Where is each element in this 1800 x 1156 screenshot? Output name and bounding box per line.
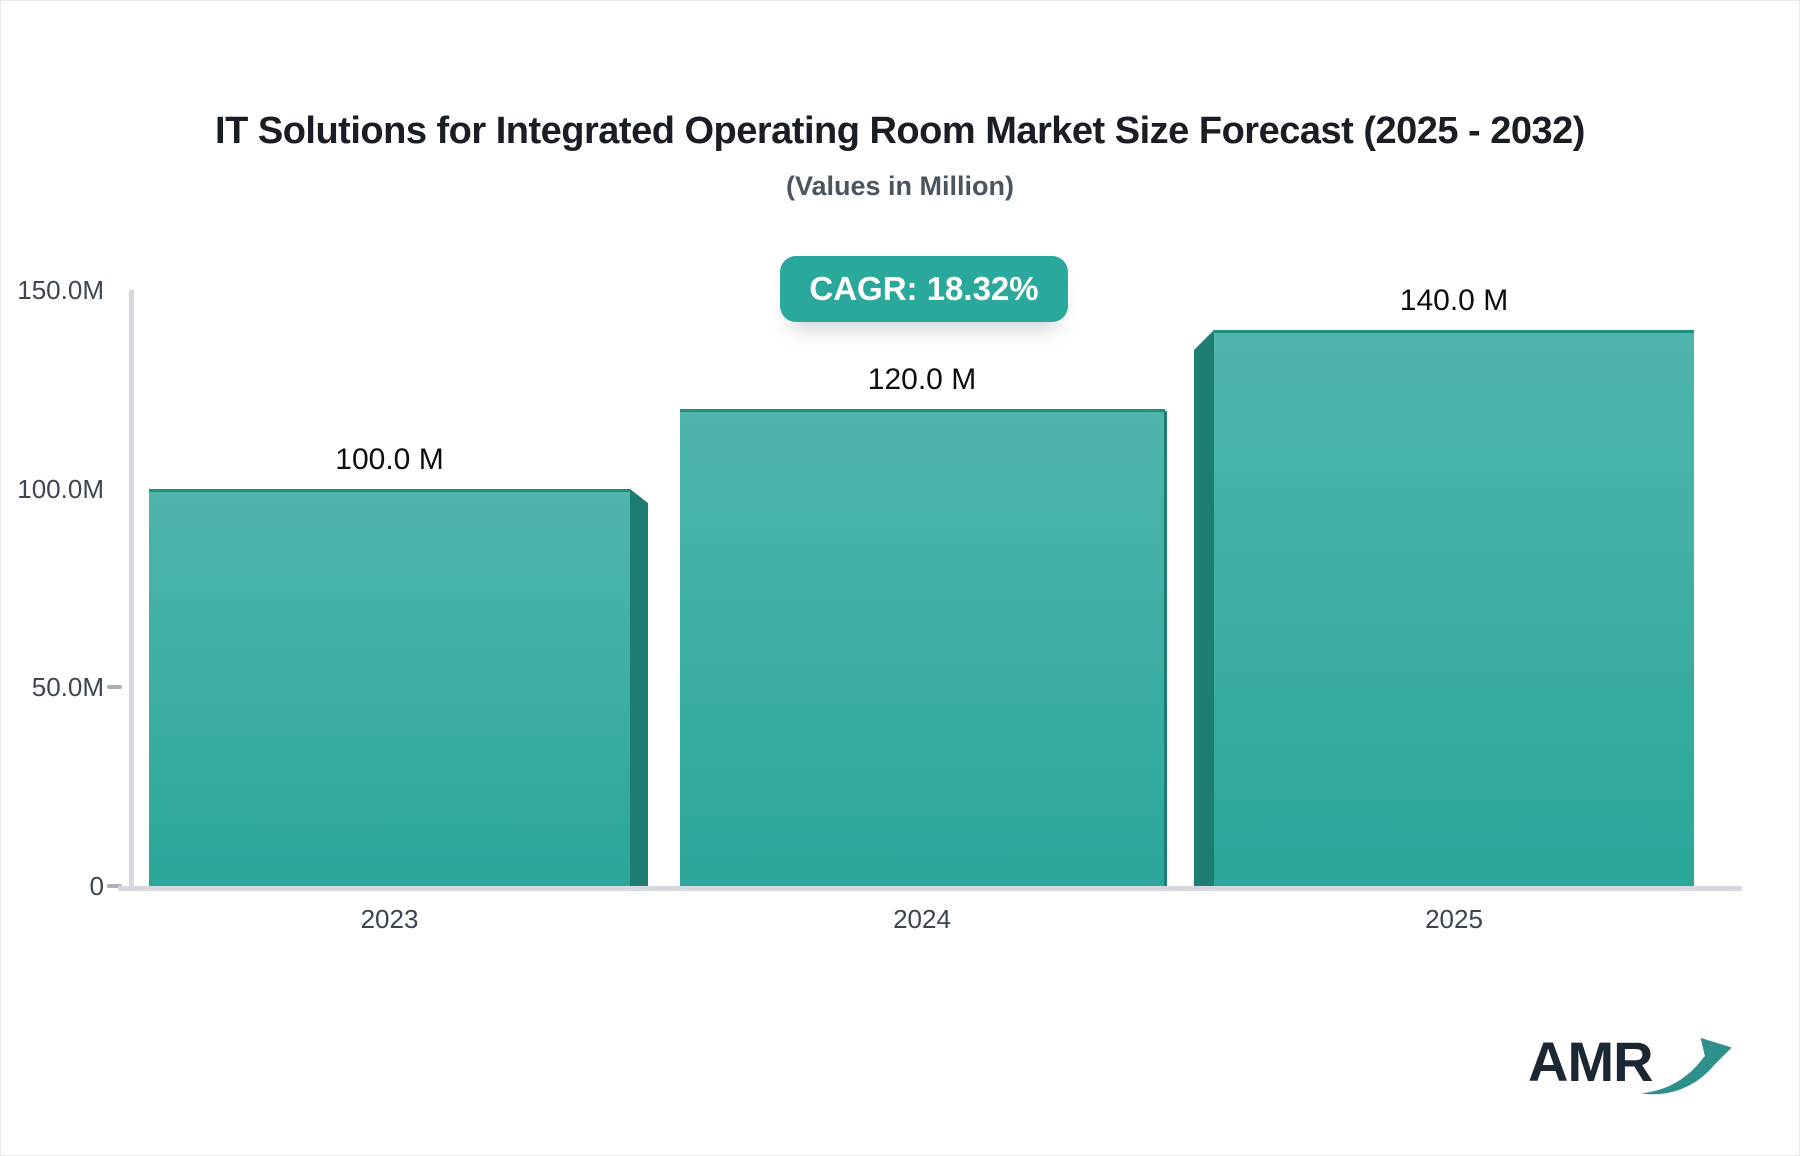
y-tick-label: 150.0M: [17, 275, 104, 305]
y-tick-mark: [107, 884, 122, 888]
bar-value-label: 120.0 M: [867, 363, 977, 396]
amr-logo-text: AMR: [1528, 1030, 1654, 1093]
growth-arrow-icon: [1639, 1037, 1732, 1095]
x-axis-label: 2025: [1425, 904, 1483, 934]
cagr-badge: CAGR: 18.32%: [780, 256, 1068, 322]
y-tick-mark: [107, 685, 122, 690]
bar-2024: [680, 409, 1164, 890]
y-axis-line: [129, 290, 134, 890]
bar-2023: [149, 489, 630, 890]
chart-subtitle: (Values in Million): [785, 171, 1015, 201]
x-axis-label: 2024: [893, 904, 951, 934]
amr-logo: AMR: [1528, 1030, 1737, 1100]
y-tick-label: 0: [89, 871, 104, 901]
chart-title: IT Solutions for Integrated Operating Ro…: [215, 110, 1585, 152]
bar-side-shade: [1164, 409, 1167, 890]
bar-value-label: 100.0 M: [335, 443, 444, 476]
bar-2025: [1214, 330, 1694, 890]
bar-value-label: 140.0 M: [1399, 284, 1509, 317]
y-tick-label: 100.0M: [17, 473, 104, 504]
x-axis-label: 2023: [360, 904, 419, 934]
y-tick-label: 50.0M: [31, 672, 104, 703]
x-axis-line: [118, 886, 1742, 891]
bar-side-shade: [630, 489, 648, 890]
bar-side-shade: [1194, 330, 1214, 890]
